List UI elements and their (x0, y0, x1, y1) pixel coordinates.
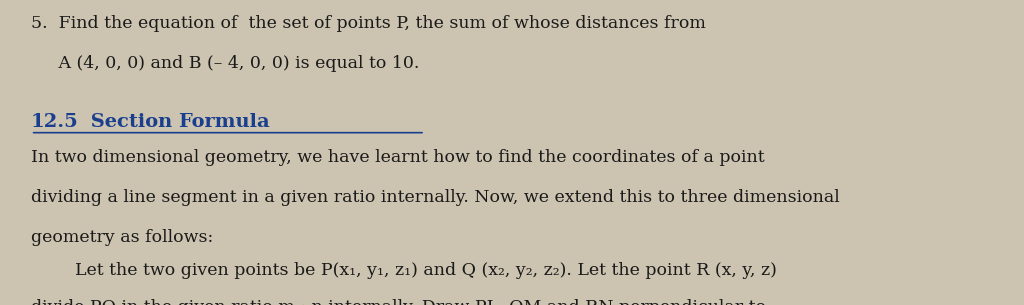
Text: 5.  Find the equation of  the set of points P, the sum of whose distances from: 5. Find the equation of the set of point… (31, 15, 706, 32)
Text: Let the two given points be P(x₁, y₁, z₁) and Q (x₂, y₂, z₂). Let the point R (x: Let the two given points be P(x₁, y₁, z₁… (31, 262, 776, 279)
Text: geometry as follows:: geometry as follows: (31, 229, 213, 246)
Text: divide PQ in the given ratio m : n internally. Draw PL, QM and RN perpendicular : divide PQ in the given ratio m : n inter… (31, 299, 766, 305)
Text: 12.5: 12.5 (31, 113, 79, 131)
Text: In two dimensional geometry, we have learnt how to find the coordinates of a poi: In two dimensional geometry, we have lea… (31, 149, 764, 167)
Text: dividing a line segment in a given ratio internally. Now, we extend this to thre: dividing a line segment in a given ratio… (31, 189, 840, 206)
Text: Section Formula: Section Formula (84, 113, 269, 131)
Text: A (4, 0, 0) and B (– 4, 0, 0) is equal to 10.: A (4, 0, 0) and B (– 4, 0, 0) is equal t… (31, 55, 419, 72)
